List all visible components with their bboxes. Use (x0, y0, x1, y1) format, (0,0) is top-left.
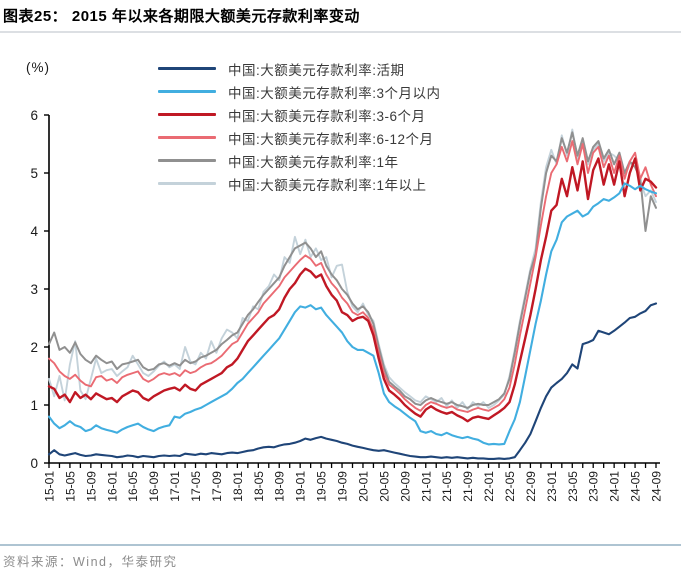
legend-label-demand: 中国:大额美元存款利率:活期 (228, 62, 405, 78)
legend-label-over-1y: 中国:大额美元存款利率:1年以上 (228, 177, 427, 193)
x-tick-label: 20-05 (377, 471, 391, 502)
x-tick-label: 23-01 (545, 471, 559, 502)
x-tick-label: 19-01 (294, 471, 308, 502)
legend-label-6-12m: 中国:大额美元存款利率:6-12个月 (228, 131, 434, 147)
chart-legend: 中国:大额美元存款利率:活期中国:大额美元存款利率:3个月以内 中国:大额美元存款… (158, 57, 441, 195)
series-line-demand (47, 302, 658, 460)
legend-label-1y: 中国:大额美元存款利率:1年 (228, 154, 399, 170)
x-tick-label: 22-09 (524, 471, 538, 502)
y-tick-label: 0 (30, 456, 38, 471)
x-tick-label: 16-09 (147, 471, 161, 502)
y-tick-label: 5 (30, 166, 38, 181)
legend-item-3-6m: 中国:大额美元存款利率:3-6个月 (158, 103, 441, 126)
x-tick-label: 15-09 (84, 471, 98, 502)
x-tick-label: 18-05 (252, 471, 266, 502)
x-tick-label: 21-01 (419, 471, 433, 502)
x-tick-label: 24-01 (608, 471, 622, 502)
x-tick-label: 21-05 (440, 471, 454, 502)
legend-swatch-demand (158, 67, 216, 70)
x-tick-label: 23-05 (566, 471, 580, 502)
legend-label-3-6m: 中国:大额美元存款利率:3-6个月 (228, 108, 426, 124)
x-tick-label: 17-05 (189, 471, 203, 502)
title-divider (0, 31, 681, 33)
x-tick-label: 21-09 (461, 471, 475, 502)
legend-item-under-3m: 中国:大额美元存款利率:3个月以内 (158, 80, 441, 103)
legend-swatch-over-1y (158, 182, 216, 185)
y-tick-label: 1 (30, 398, 38, 413)
chart-title: 图表25： 2015 年以来各期限大额美元存款利率变动 (3, 8, 360, 25)
legend-item-6-12m: 中国:大额美元存款利率:6-12个月 (158, 126, 441, 149)
y-tick-label: 4 (30, 224, 38, 239)
source-note: 资料来源：Wind，华泰研究 (3, 555, 178, 569)
x-tick-label: 15-05 (63, 471, 77, 502)
y-tick-label: 2 (30, 340, 38, 355)
series-line-3-6m (47, 157, 658, 423)
legend-item-1y: 中国:大额美元存款利率:1年 (158, 149, 441, 172)
x-tick-label: 17-09 (210, 471, 224, 502)
x-tick-label: 15-01 (43, 471, 57, 502)
x-tick-label: 16-05 (126, 471, 140, 502)
x-tick-label: 22-05 (503, 471, 517, 502)
x-tick-label: 24-09 (650, 471, 664, 502)
y-axis-unit-label: (%) (26, 60, 50, 75)
x-tick-label: 22-01 (482, 471, 496, 502)
legend-swatch-under-3m (158, 90, 216, 93)
legend-swatch-1y (158, 159, 216, 162)
legend-swatch-3-6m (158, 113, 216, 116)
legend-label-under-3m: 中国:大额美元存款利率:3个月以内 (228, 85, 441, 101)
legend-item-over-1y: 中国:大额美元存款利率:1年以上 (158, 172, 441, 195)
x-tick-label: 23-09 (587, 471, 601, 502)
series-line-6-12m (48, 140, 657, 413)
y-tick-label: 6 (30, 108, 38, 123)
x-tick-label: 18-01 (231, 471, 245, 502)
x-tick-label: 20-01 (356, 471, 370, 502)
series-line-1y (48, 131, 657, 409)
x-tick-label: 19-05 (315, 471, 329, 502)
y-tick-label: 3 (30, 282, 38, 297)
series-line-under-3m (47, 182, 658, 446)
x-tick-label: 20-09 (398, 471, 412, 502)
legend-swatch-6-12m (158, 136, 216, 139)
x-tick-label: 16-01 (105, 471, 119, 502)
legend-item-demand: 中国:大额美元存款利率:活期 (158, 57, 441, 80)
x-tick-label: 19-09 (336, 471, 350, 502)
x-tick-label: 18-09 (273, 471, 287, 502)
x-tick-label: 24-05 (629, 471, 643, 502)
x-tick-label: 17-01 (168, 471, 182, 502)
footer-divider (0, 544, 681, 546)
